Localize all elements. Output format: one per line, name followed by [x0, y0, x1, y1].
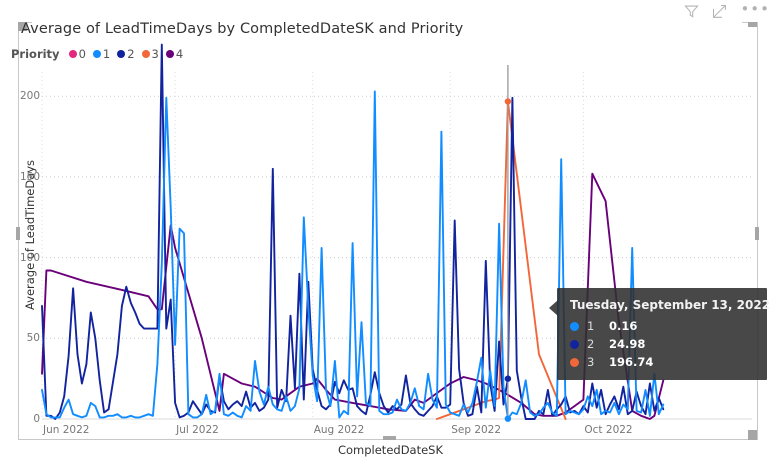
resize-handle-top-right[interactable]	[748, 22, 757, 27]
legend: Priority 0 1 2 3 4	[11, 47, 190, 61]
tooltip-title: Tuesday, September 13, 2022	[570, 298, 771, 312]
legend-label-2: 2	[127, 47, 135, 61]
legend-item-2[interactable]: 2	[117, 47, 135, 61]
x-tick-label: Jul 2022	[176, 424, 219, 436]
hover-marker-3	[504, 98, 512, 105]
tooltip-dot-1	[570, 321, 579, 331]
legend-label-3: 3	[151, 47, 159, 61]
legend-dot-3	[141, 50, 150, 58]
y-axis-ticks: 0 50 100 150 200	[0, 0, 40, 473]
resize-handle-left-middle[interactable]	[16, 227, 20, 240]
hover-marker-1	[504, 415, 512, 422]
y-tick-label: 200	[19, 90, 40, 103]
tooltip-row-2: 2 24.98	[570, 337, 754, 351]
legend-dot-0	[68, 50, 77, 58]
y-tick-label: 50	[26, 332, 40, 345]
x-axis-title: CompletedDateSK	[337, 443, 444, 457]
legend-label-1: 1	[102, 47, 111, 61]
x-tick-label: Oct 2022	[584, 424, 633, 436]
tooltip-arrow-icon	[549, 300, 558, 316]
resize-handle-bottom-middle[interactable]	[383, 436, 396, 440]
legend-dot-1	[92, 50, 101, 58]
legend-item-3[interactable]: 3	[141, 47, 159, 61]
tooltip-value-3: 196.74	[609, 355, 654, 369]
tooltip-row-1: 1 0.16	[570, 319, 754, 333]
y-tick-label: 100	[19, 251, 40, 264]
legend-item-4[interactable]: 4	[165, 47, 184, 61]
visual-header-toolbar[interactable]: •••	[684, 0, 770, 19]
tooltip-key-2: 2	[587, 337, 595, 351]
hover-marker-2	[504, 375, 512, 382]
focus-mode-icon[interactable]	[712, 4, 727, 19]
x-tick-label: Sep 2022	[451, 424, 502, 436]
hover-tooltip: Tuesday, September 13, 2022 1 0.16 2 24.…	[549, 288, 771, 380]
more-options-icon[interactable]: •••	[740, 0, 770, 18]
series-line-3	[435, 100, 567, 420]
series-line-1	[41, 90, 665, 420]
resize-handle-top-left[interactable]	[18, 22, 27, 31]
legend-item-0[interactable]: 0	[68, 47, 86, 61]
tooltip-key-3: 3	[587, 355, 595, 369]
y-tick-label: 0	[33, 413, 40, 425]
x-tick-label: Jun 2022	[43, 424, 90, 436]
resize-handle-bottom-right[interactable]	[748, 430, 757, 440]
tooltip-value-1: 0.16	[609, 319, 638, 333]
tooltip-dot-2	[570, 339, 579, 349]
x-tick-label: Aug 2022	[313, 424, 365, 436]
legend-title: Priority	[11, 47, 60, 61]
legend-label-0: 0	[78, 47, 86, 61]
legend-item-1[interactable]: 1	[92, 47, 111, 61]
legend-dot-4	[165, 50, 174, 58]
series-line-2	[41, 43, 665, 420]
resize-handle-right-middle[interactable]	[755, 227, 759, 240]
tooltip-dot-3	[570, 357, 579, 367]
tooltip-row-3: 3 196.74	[570, 355, 754, 369]
tooltip-key-1: 1	[587, 319, 595, 333]
tooltip-value-2: 24.98	[609, 337, 646, 351]
filter-icon[interactable]	[684, 4, 700, 19]
y-tick-label: 150	[19, 170, 40, 183]
visual-title: Average of LeadTimeDays by CompletedDate…	[21, 21, 464, 37]
legend-label-4: 4	[175, 47, 184, 61]
legend-dot-2	[117, 50, 126, 58]
